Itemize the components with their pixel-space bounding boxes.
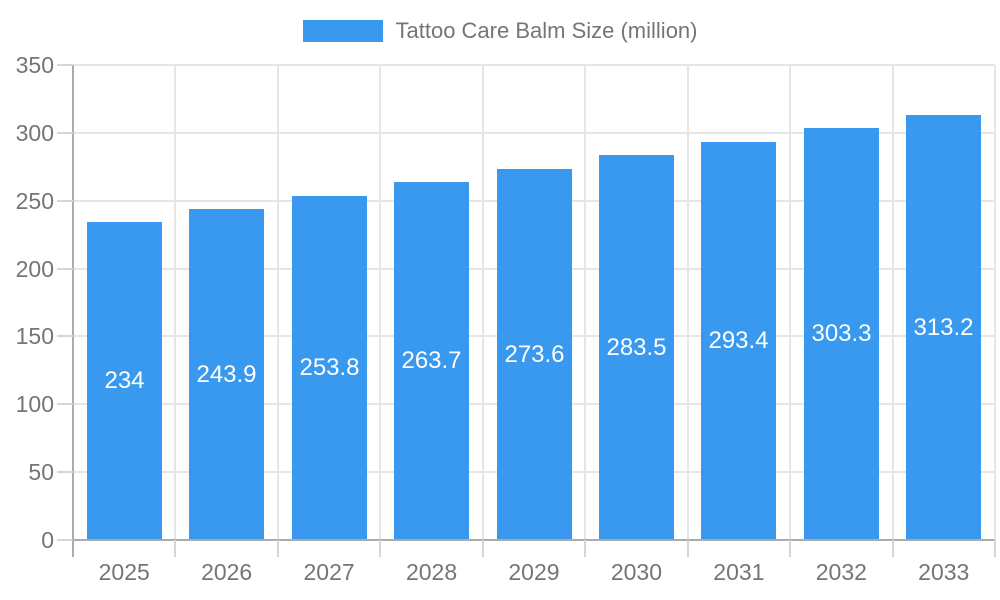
v-gridline bbox=[584, 65, 587, 540]
x-axis-tick-label: 2026 bbox=[201, 559, 253, 585]
bar-2030[interactable] bbox=[599, 155, 674, 540]
x-tick bbox=[174, 540, 177, 557]
bar-value-label: 253.8 bbox=[299, 354, 360, 381]
x-axis-line bbox=[72, 539, 995, 541]
y-tick bbox=[57, 131, 73, 134]
h-gridline bbox=[73, 131, 995, 134]
bar-2029[interactable] bbox=[497, 169, 572, 540]
v-gridline bbox=[379, 65, 382, 540]
legend-swatch[interactable] bbox=[302, 20, 383, 42]
v-gridline bbox=[789, 65, 792, 540]
bar-2026[interactable] bbox=[189, 209, 264, 540]
bar-value-label: 263.7 bbox=[401, 347, 462, 374]
x-axis-tick-label: 2032 bbox=[815, 559, 867, 585]
v-gridline bbox=[891, 65, 894, 540]
x-tick bbox=[379, 540, 382, 557]
h-gridline bbox=[73, 64, 995, 66]
bar-value-label: 303.3 bbox=[811, 320, 872, 347]
x-axis-tick-label: 2029 bbox=[508, 559, 560, 585]
x-axis-tick-label: 2028 bbox=[405, 559, 458, 585]
v-gridline bbox=[276, 65, 279, 540]
bar-value-label: 234 bbox=[104, 367, 145, 394]
chart-legend: Tattoo Care Balm Size (million) bbox=[0, 17, 1000, 45]
x-tick bbox=[686, 540, 689, 557]
y-axis-tick-label: 150 bbox=[15, 323, 54, 350]
y-axis-tick-label: 100 bbox=[15, 391, 54, 418]
x-tick bbox=[789, 540, 792, 557]
x-axis-tick-label: 2031 bbox=[713, 559, 765, 585]
y-tick bbox=[57, 199, 73, 202]
y-tick bbox=[57, 267, 73, 270]
bar-value-label: 283.5 bbox=[606, 334, 667, 361]
x-tick bbox=[72, 540, 74, 557]
y-axis-line bbox=[72, 65, 74, 557]
x-tick bbox=[481, 540, 484, 557]
bar-value-label: 293.4 bbox=[708, 327, 769, 354]
y-tick bbox=[57, 471, 73, 474]
v-gridline bbox=[686, 65, 689, 540]
y-axis-tick-label: 0 bbox=[41, 527, 54, 553]
v-gridline bbox=[994, 65, 996, 540]
v-gridline bbox=[481, 65, 484, 540]
x-tick bbox=[584, 540, 587, 557]
bar-2028[interactable] bbox=[394, 182, 469, 540]
legend-label[interactable]: Tattoo Care Balm Size (million) bbox=[395, 18, 698, 43]
bar-2025[interactable] bbox=[87, 222, 162, 540]
y-tick bbox=[57, 335, 73, 338]
y-axis-tick-label: 250 bbox=[15, 187, 54, 214]
x-tick bbox=[276, 540, 279, 557]
bar-2033[interactable] bbox=[906, 115, 981, 540]
bar-value-label: 243.9 bbox=[196, 361, 257, 388]
v-gridline bbox=[174, 65, 177, 540]
x-axis-tick-label: 2030 bbox=[610, 559, 663, 585]
bar-value-label: 313.2 bbox=[913, 314, 974, 341]
x-tick bbox=[994, 540, 996, 557]
x-axis-tick-label: 2027 bbox=[303, 559, 355, 585]
x-axis-tick-label: 2025 bbox=[98, 559, 150, 585]
bar-2027[interactable] bbox=[292, 196, 367, 540]
bar-value-label: 273.6 bbox=[504, 341, 565, 368]
y-axis-tick-label: 200 bbox=[15, 255, 54, 282]
y-tick bbox=[57, 403, 73, 406]
y-tick bbox=[57, 539, 73, 541]
bar-2032[interactable] bbox=[804, 128, 879, 540]
y-tick bbox=[57, 64, 73, 66]
bar-2031[interactable] bbox=[701, 142, 776, 540]
y-axis-tick-label: 50 bbox=[28, 459, 54, 486]
x-tick bbox=[891, 540, 894, 557]
plot-area: 234 243.9 253.8 263.7 273.6 283.5 293.4 303.3 31… bbox=[73, 64, 996, 540]
x-axis-tick-label: 2033 bbox=[918, 559, 970, 585]
y-axis-tick-label: 350 bbox=[15, 52, 54, 78]
y-axis-tick-label: 300 bbox=[15, 119, 54, 146]
